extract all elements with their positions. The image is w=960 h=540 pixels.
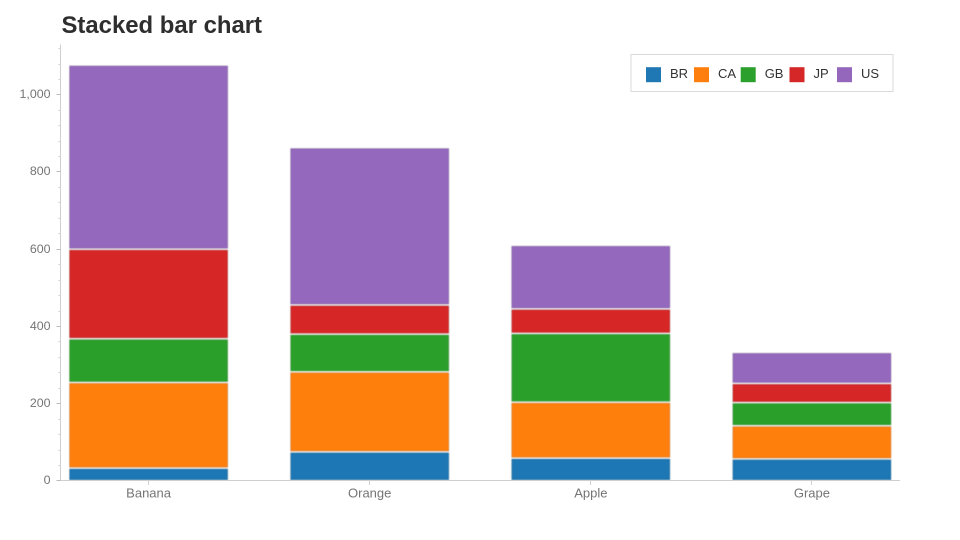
svg-text:Apple: Apple bbox=[574, 486, 607, 501]
svg-text:Orange: Orange bbox=[348, 486, 391, 501]
svg-text:Grape: Grape bbox=[794, 486, 830, 501]
svg-text:CA: CA bbox=[718, 66, 736, 81]
svg-text:200: 200 bbox=[30, 396, 51, 410]
svg-text:JP: JP bbox=[814, 66, 829, 81]
svg-text:800: 800 bbox=[30, 164, 51, 178]
svg-text:BR: BR bbox=[670, 66, 688, 81]
svg-text:0: 0 bbox=[44, 473, 51, 487]
svg-text:600: 600 bbox=[30, 242, 51, 256]
svg-text:Stacked bar chart: Stacked bar chart bbox=[62, 12, 263, 39]
svg-text:Banana: Banana bbox=[126, 486, 172, 501]
svg-text:GB: GB bbox=[765, 66, 784, 81]
svg-text:1,000: 1,000 bbox=[19, 87, 50, 101]
svg-text:400: 400 bbox=[30, 319, 51, 333]
svg-text:US: US bbox=[861, 66, 879, 81]
